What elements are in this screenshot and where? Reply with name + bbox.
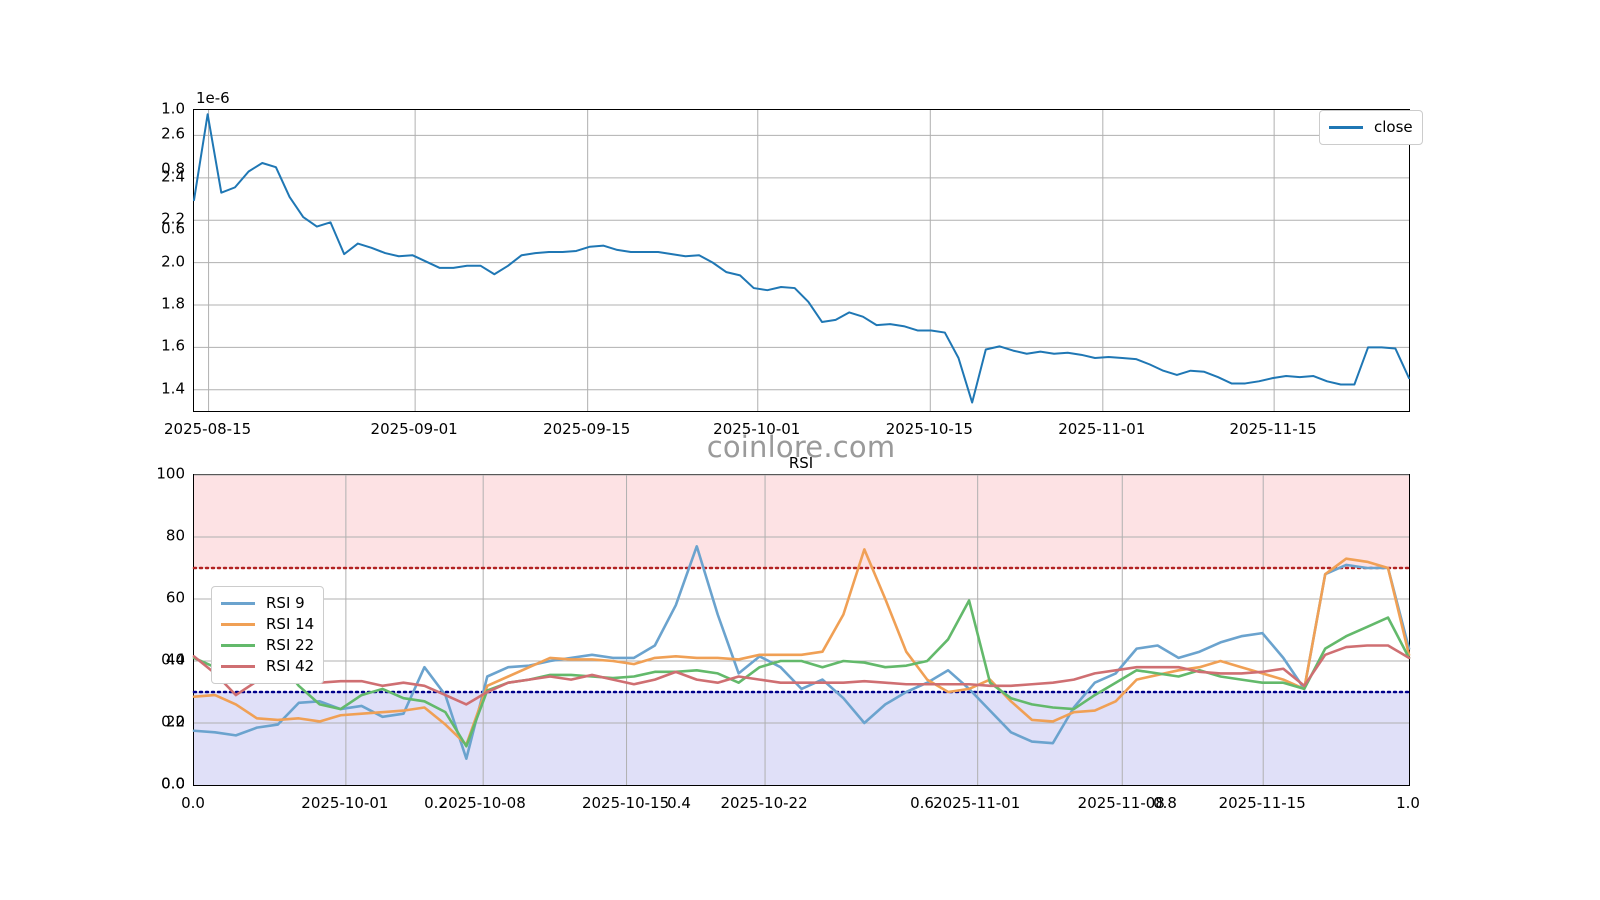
rsi-chart-legend[interactable]: RSI 9 RSI 14 RSI 22 RSI 42	[211, 586, 325, 684]
coinlore-watermark: coinlore.com	[706, 430, 896, 464]
rsi-overlay-xtick-2: 0.4	[667, 794, 691, 812]
rsi-xtick-0: 2025-10-01	[301, 794, 389, 812]
rsi-xtick-5: 2025-11-08	[1077, 794, 1165, 812]
price-plot-area	[193, 110, 1410, 411]
rsi-legend-item[interactable]: RSI 14	[221, 614, 314, 635]
oversold-band	[194, 692, 1409, 785]
price-xtick-0: 2025-08-15	[163, 420, 252, 438]
price-y-offset-text: 1e-6	[196, 89, 230, 107]
price-chart-legend[interactable]: close	[1319, 110, 1423, 145]
price-ytick-2: 1.8	[161, 294, 185, 313]
rsi-ytick-0: 0	[175, 774, 185, 793]
legend-label: RSI 42	[266, 657, 315, 675]
rsi-line-rsi-42	[192, 644, 1411, 706]
price-overlay-ytick-0: 0.6	[161, 219, 185, 238]
price-ytick-1: 1.6	[161, 336, 185, 355]
rsi-ytick-5: 100	[156, 464, 185, 483]
legend-line-swatch	[221, 623, 255, 626]
legend-label: RSI 22	[266, 636, 315, 654]
rsi-xtick-6: 2025-11-15	[1218, 794, 1306, 812]
rsi-legend-item[interactable]: RSI 9	[221, 593, 314, 614]
legend-line-swatch	[221, 665, 255, 668]
rsi-overlay-ytick-0: 0.0	[161, 774, 185, 793]
price-overlay-ytick-1: 0.8	[161, 159, 185, 178]
price-ytick-5: 2.4	[161, 167, 185, 186]
rsi-ytick-4: 80	[165, 526, 185, 545]
rsi-line-rsi-9	[192, 545, 1411, 760]
price-xtick-3: 2025-10-01	[713, 420, 801, 438]
price-xtick-6: 2025-11-15	[1229, 420, 1317, 438]
rsi-chart-title: RSI	[788, 454, 814, 472]
price-chart-axes	[193, 109, 1410, 412]
overbought-band	[194, 475, 1409, 568]
price-xtick-2: 2025-09-15	[543, 420, 631, 438]
legend-label: RSI 9	[266, 594, 305, 612]
rsi-overlay-xtick-4: 0.8	[1153, 794, 1177, 812]
rsi-xtick-4: 2025-11-01	[933, 794, 1021, 812]
rsi-xtick-3: 2025-10-22	[720, 794, 808, 812]
rsi-overlay-ytick-origin: 0.0	[161, 774, 185, 793]
price-overlay-ytick-2: 1.0	[161, 99, 185, 118]
price-legend-item[interactable]: close	[1329, 117, 1413, 138]
rsi-chart-axes	[192, 474, 1411, 786]
rsi-overlay-ytick-2: 0.4	[161, 650, 185, 669]
price-ytick-4: 2.2	[161, 209, 185, 228]
rsi-overlay-xtick-5: 1.0	[1396, 794, 1420, 812]
price-xtick-4: 2025-10-15	[885, 420, 973, 438]
price-ytick-6: 2.6	[161, 124, 185, 143]
price-ytick-0: 1.4	[161, 379, 185, 398]
price-close-line	[193, 113, 1410, 404]
rsi-xtick-1: 2025-10-08	[438, 794, 526, 812]
rsi-plot-area	[192, 474, 1411, 785]
rsi-overlay-ytick-1: 0.2	[161, 712, 185, 731]
rsi-overlay-xtick-3: 0.6	[910, 794, 934, 812]
rsi-ytick-2: 40	[165, 650, 185, 669]
price-ytick-3: 2.0	[161, 252, 185, 271]
legend-label: close	[1374, 118, 1413, 136]
legend-line-swatch	[1329, 126, 1363, 129]
legend-label: RSI 14	[266, 615, 315, 633]
price-xtick-5: 2025-11-01	[1058, 420, 1146, 438]
rsi-overlay-xtick-0: 0.0	[181, 794, 205, 812]
rsi-legend-item[interactable]: RSI 42	[221, 656, 314, 677]
legend-line-swatch	[221, 644, 255, 647]
rsi-legend-item[interactable]: RSI 22	[221, 635, 314, 656]
price-xtick-1: 2025-09-01	[370, 420, 458, 438]
rsi-line-rsi-14	[192, 548, 1411, 747]
legend-line-swatch	[221, 602, 255, 605]
rsi-overlay-xtick-1: 0.2	[424, 794, 448, 812]
rsi-ytick-3: 60	[165, 588, 185, 607]
rsi-xtick-2: 2025-10-15	[581, 794, 670, 812]
rsi-ytick-1: 20	[165, 712, 185, 731]
